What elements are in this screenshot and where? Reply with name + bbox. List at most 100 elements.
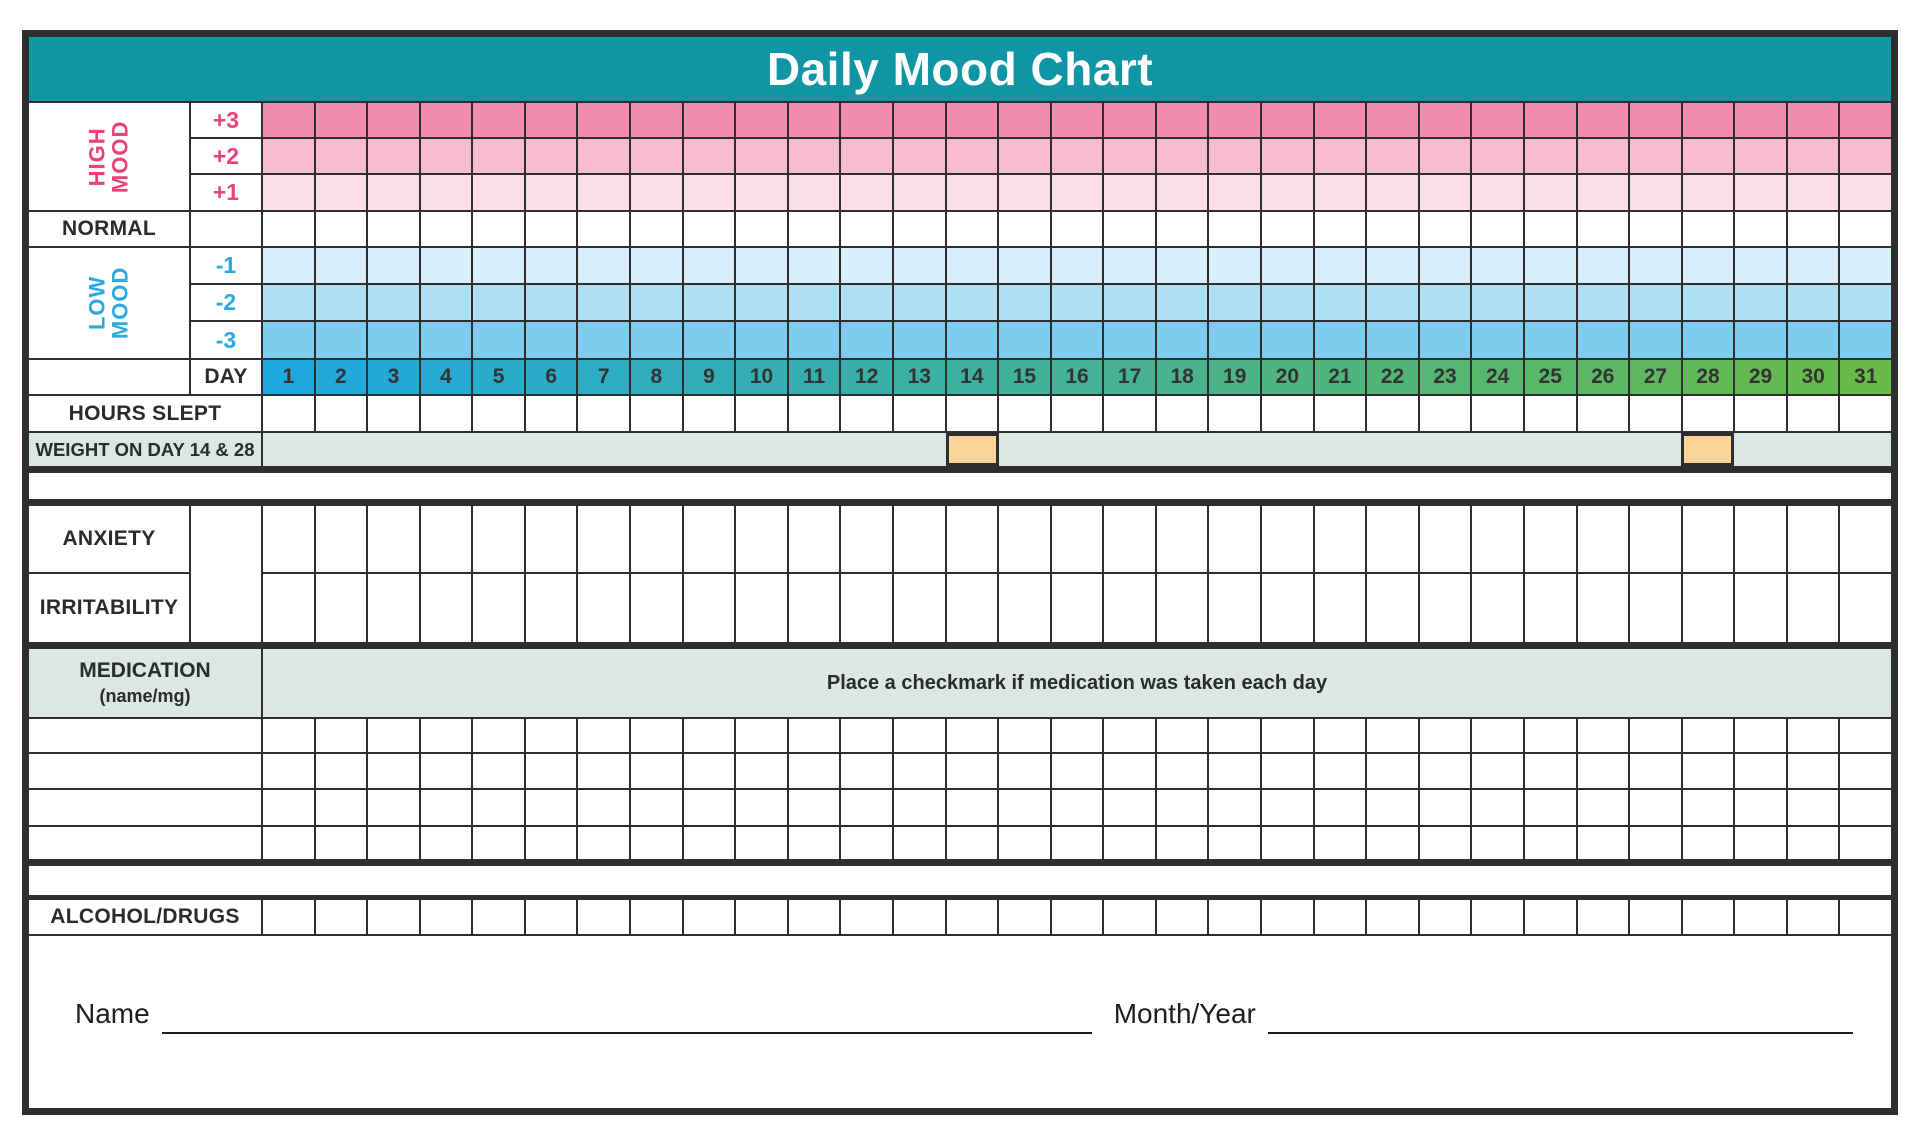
mood-cell[interactable] [893, 139, 945, 173]
entry-cell[interactable] [263, 396, 314, 431]
mood-cell[interactable] [1787, 285, 1839, 320]
mood-cell[interactable] [1840, 175, 1891, 210]
entry-cell[interactable] [1787, 506, 1839, 572]
mood-cell[interactable] [420, 322, 472, 358]
entry-cell[interactable] [473, 900, 524, 934]
mood-cell[interactable] [841, 322, 892, 358]
mood-cell[interactable] [368, 212, 419, 246]
mood-cell[interactable] [1630, 248, 1681, 283]
medication-check-cell[interactable] [1682, 754, 1734, 788]
mood-cell[interactable] [263, 175, 314, 210]
mood-cell[interactable] [420, 175, 472, 210]
mood-cell[interactable] [893, 322, 945, 358]
mood-cell[interactable] [315, 285, 367, 320]
entry-cell[interactable] [1577, 574, 1629, 642]
entry-cell[interactable] [1104, 900, 1155, 934]
mood-cell[interactable] [420, 212, 472, 246]
entry-cell[interactable] [1051, 900, 1103, 934]
medication-check-cell[interactable] [841, 827, 892, 859]
mood-cell[interactable] [263, 285, 314, 320]
mood-cell[interactable] [315, 248, 367, 283]
medication-check-cell[interactable] [525, 790, 577, 825]
medication-check-cell[interactable] [893, 790, 945, 825]
mood-cell[interactable] [1419, 103, 1471, 137]
mood-cell[interactable] [368, 175, 419, 210]
mood-cell[interactable] [1104, 285, 1155, 320]
mood-cell[interactable] [578, 285, 630, 320]
weight-day28-cell[interactable] [1680, 433, 1735, 466]
medication-name-cell[interactable] [29, 827, 261, 859]
entry-cell[interactable] [1472, 506, 1523, 572]
medication-check-cell[interactable] [1735, 754, 1786, 788]
medication-check-cell[interactable] [1314, 754, 1366, 788]
mood-cell[interactable] [841, 139, 892, 173]
mood-cell[interactable] [683, 322, 735, 358]
mood-cell[interactable] [368, 322, 419, 358]
medication-check-cell[interactable] [1577, 754, 1629, 788]
medication-check-cell[interactable] [999, 790, 1050, 825]
entry-cell[interactable] [1262, 900, 1313, 934]
entry-cell[interactable] [1156, 900, 1208, 934]
entry-cell[interactable] [736, 506, 787, 572]
mood-cell[interactable] [631, 285, 682, 320]
entry-cell[interactable] [788, 574, 840, 642]
name-input-line[interactable] [161, 998, 1092, 1034]
medication-check-cell[interactable] [1262, 719, 1313, 752]
mood-cell[interactable] [999, 285, 1050, 320]
entry-cell[interactable] [1682, 506, 1734, 572]
entry-cell[interactable] [1840, 574, 1891, 642]
entry-cell[interactable] [1262, 396, 1313, 431]
entry-cell[interactable] [631, 506, 682, 572]
entry-cell[interactable] [1104, 506, 1155, 572]
mood-cell[interactable] [1104, 139, 1155, 173]
medication-check-cell[interactable] [473, 719, 524, 752]
mood-cell[interactable] [1735, 175, 1786, 210]
mood-cell[interactable] [1524, 139, 1576, 173]
mood-cell[interactable] [315, 175, 367, 210]
entry-cell[interactable] [999, 900, 1050, 934]
mood-cell[interactable] [315, 139, 367, 173]
medication-check-cell[interactable] [999, 719, 1050, 752]
medication-check-cell[interactable] [1156, 719, 1208, 752]
entry-cell[interactable] [1367, 396, 1418, 431]
mood-cell[interactable] [1472, 175, 1523, 210]
mood-cell[interactable] [1577, 322, 1629, 358]
mood-cell[interactable] [631, 212, 682, 246]
medication-check-cell[interactable] [841, 790, 892, 825]
mood-cell[interactable] [1472, 248, 1523, 283]
medication-check-cell[interactable] [525, 754, 577, 788]
entry-cell[interactable] [1209, 396, 1261, 431]
medication-check-cell[interactable] [946, 754, 998, 788]
mood-cell[interactable] [841, 248, 892, 283]
medication-check-cell[interactable] [1104, 790, 1155, 825]
mood-cell[interactable] [736, 103, 787, 137]
mood-cell[interactable] [315, 322, 367, 358]
mood-cell[interactable] [841, 175, 892, 210]
mood-cell[interactable] [1419, 175, 1471, 210]
entry-cell[interactable] [1419, 574, 1471, 642]
mood-cell[interactable] [1314, 322, 1366, 358]
mood-cell[interactable] [420, 285, 472, 320]
medication-check-cell[interactable] [946, 719, 998, 752]
mood-cell[interactable] [578, 139, 630, 173]
mood-cell[interactable] [1156, 285, 1208, 320]
entry-cell[interactable] [1051, 506, 1103, 572]
mood-cell[interactable] [683, 103, 735, 137]
entry-cell[interactable] [631, 574, 682, 642]
medication-check-cell[interactable] [1577, 719, 1629, 752]
mood-cell[interactable] [1682, 175, 1734, 210]
medication-check-cell[interactable] [736, 754, 787, 788]
mood-cell[interactable] [1104, 175, 1155, 210]
mood-cell[interactable] [1524, 248, 1576, 283]
mood-cell[interactable] [1682, 285, 1734, 320]
entry-cell[interactable] [1630, 396, 1681, 431]
medication-check-cell[interactable] [1682, 790, 1734, 825]
mood-cell[interactable] [736, 322, 787, 358]
mood-cell[interactable] [736, 175, 787, 210]
mood-cell[interactable] [1472, 139, 1523, 173]
medication-check-cell[interactable] [631, 827, 682, 859]
entry-cell[interactable] [1051, 396, 1103, 431]
medication-check-cell[interactable] [841, 754, 892, 788]
medication-check-cell[interactable] [1419, 754, 1471, 788]
medication-check-cell[interactable] [1419, 827, 1471, 859]
